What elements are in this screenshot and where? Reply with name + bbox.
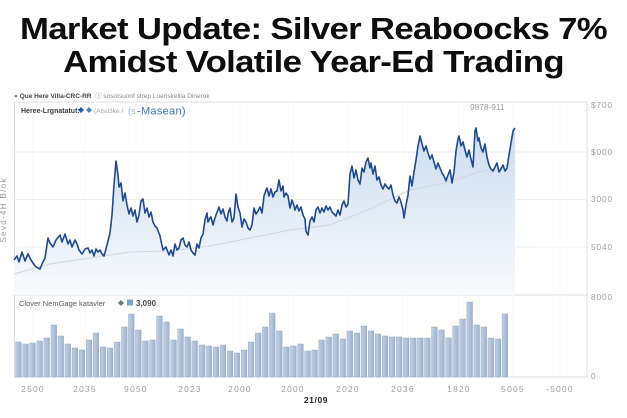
svg-text:$700: $700	[591, 100, 613, 110]
svg-text:-Masean): -Masean)	[137, 106, 186, 118]
svg-text:0: 0	[591, 371, 597, 381]
svg-text:(Atsu3ke /: (Atsu3ke /	[94, 108, 123, 115]
svg-text:3000: 3000	[591, 194, 613, 204]
svg-text:$000: $000	[591, 147, 613, 157]
svg-text:9878-911: 9878-911	[470, 102, 505, 112]
svg-text:2020: 2020	[336, 384, 360, 394]
svg-text:Clover NemGage katavler: Clover NemGage katavler	[19, 299, 106, 308]
svg-text:-5000: -5000	[546, 384, 574, 394]
svg-text:2035: 2035	[73, 384, 97, 394]
svg-text:3,090: 3,090	[136, 299, 157, 308]
svg-text:Heree-Lrgnatatut:: Heree-Lrgnatatut:	[21, 108, 80, 115]
svg-text:8000: 8000	[591, 292, 613, 302]
svg-text:1820: 1820	[447, 384, 471, 394]
svg-text:2000: 2000	[228, 384, 252, 394]
svg-text:9050: 9050	[124, 384, 148, 394]
svg-text:2036: 2036	[391, 384, 415, 394]
svg-text:(s: (s	[128, 106, 136, 116]
svg-text:21/09: 21/09	[304, 395, 328, 405]
svg-text:2500: 2500	[21, 384, 45, 394]
svg-text:5005: 5005	[501, 384, 525, 394]
svg-text:5040: 5040	[591, 242, 613, 252]
svg-text:Sevd-4H B/ok: Sevd-4H B/ok	[0, 177, 8, 243]
svg-text:2023: 2023	[178, 384, 202, 394]
svg-text:2000: 2000	[281, 384, 305, 394]
